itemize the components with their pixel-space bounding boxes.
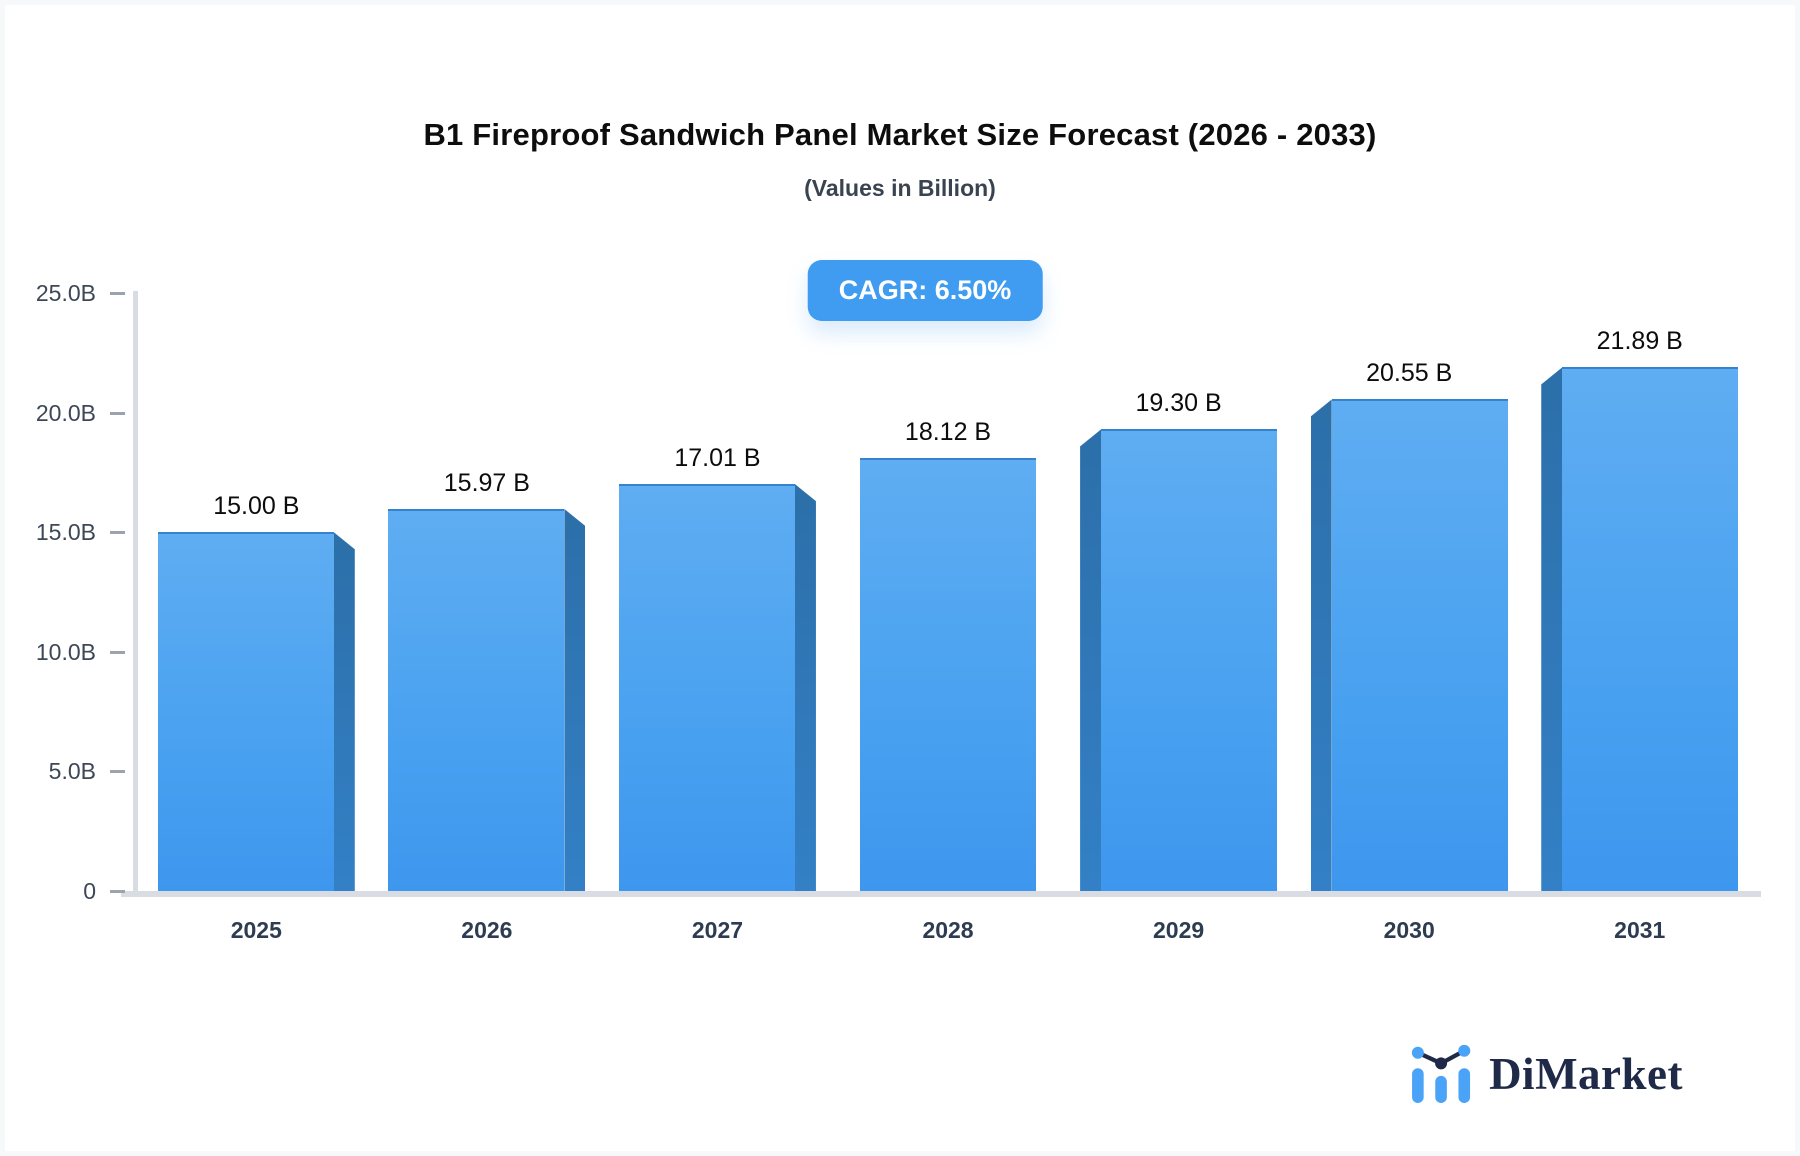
bar-slot-2028: 18.12 B 2028 <box>833 293 1064 943</box>
bar-3d-bevel <box>333 532 355 891</box>
y-tick-label: 25.0B <box>35 280 96 306</box>
y-tick-mark <box>110 411 125 415</box>
bar-3d-bevel <box>1080 429 1102 891</box>
y-tick-label: 15.0B <box>35 519 96 546</box>
bar-2026: 15.97 B <box>388 469 586 891</box>
bar-slot-2027: 17.01 B 2027 <box>602 293 833 943</box>
bar-slot-2031: 21.89 B 2031 <box>1524 293 1755 943</box>
dimarket-logo: DiMarket <box>1410 1045 1683 1103</box>
y-tick-mark <box>110 531 125 535</box>
bar-value-label: 15.00 B <box>213 492 300 521</box>
y-tick-mark <box>110 650 125 654</box>
bar-face <box>1562 367 1739 891</box>
bar-line-chart-icon <box>1411 1045 1471 1103</box>
bar-value-label: 18.12 B <box>904 417 992 446</box>
bar-value-label: 20.55 B <box>1366 359 1453 388</box>
y-axis-line <box>133 291 138 897</box>
x-axis-label-2031: 2031 <box>1614 917 1666 943</box>
bar-slot-2030: 20.55 B 2030 <box>1294 293 1525 943</box>
bar-value-label: 15.97 B <box>443 469 530 497</box>
bar-2029: 19.30 B <box>1080 389 1278 891</box>
plot-area: 15.00 B 2025 15.97 B 2026 17.01 B 2027 18.12 B… <box>36 280 1761 943</box>
bar-3d-bevel <box>1541 367 1563 891</box>
bar-face <box>388 509 565 891</box>
bar-value-label: 21.89 B <box>1596 327 1683 356</box>
bar-slot-2026: 15.97 B 2026 <box>372 293 603 943</box>
bar-value-label: 17.01 B <box>674 444 761 473</box>
bar-face <box>1331 399 1508 891</box>
bar-face <box>618 484 795 891</box>
bar-3d-bevel <box>1310 399 1332 891</box>
x-axis-baseline <box>121 891 1761 897</box>
cagr-badge: CAGR: 6.50% <box>807 260 1043 321</box>
bar-face <box>157 532 334 891</box>
bar-2030: 20.55 B <box>1310 359 1508 891</box>
y-tick-mark <box>110 292 125 295</box>
x-axis-label-2030: 2030 <box>1383 917 1435 943</box>
x-axis-label-2025: 2025 <box>230 917 282 943</box>
bar-2027: 17.01 B <box>618 444 816 891</box>
bar-slot-2029: 19.30 B 2029 <box>1063 293 1294 943</box>
y-tick-mark <box>110 770 125 774</box>
x-axis-label-2029: 2029 <box>1153 917 1205 943</box>
bar-slot-2025: 15.00 B 2025 <box>141 293 372 943</box>
chart-card: B1 Fireproof Sandwich Panel Market Size … <box>5 5 1795 1151</box>
x-axis-label-2028: 2028 <box>922 917 974 943</box>
bar-face <box>1101 429 1278 891</box>
bar-2028: 18.12 B <box>860 418 1037 891</box>
y-tick-label: 10.0B <box>35 638 96 665</box>
y-tick-label: 0 <box>83 878 96 904</box>
y-tick-label: 5.0B <box>48 758 96 785</box>
chart-subtitle: (Values in Billion) <box>804 175 996 201</box>
y-tick-mark <box>110 890 125 893</box>
chart-title: B1 Fireproof Sandwich Panel Market Size … <box>423 117 1377 152</box>
bar-3d-bevel <box>564 509 586 891</box>
bar-value-label: 19.30 B <box>1135 389 1222 418</box>
y-tick-label: 20.0B <box>35 399 96 426</box>
bars: 15.00 B 2025 15.97 B 2026 17.01 B 2027 18.12 B… <box>141 293 1755 943</box>
bar-2031: 21.89 B <box>1541 327 1739 891</box>
x-axis-label-2026: 2026 <box>461 917 513 943</box>
logo-wordmark: DiMarket <box>1489 1049 1683 1099</box>
bar-2025: 15.00 B <box>157 492 355 891</box>
bar-3d-bevel <box>794 484 816 891</box>
bar-face <box>860 457 1037 891</box>
x-axis-label-2027: 2027 <box>691 917 744 943</box>
